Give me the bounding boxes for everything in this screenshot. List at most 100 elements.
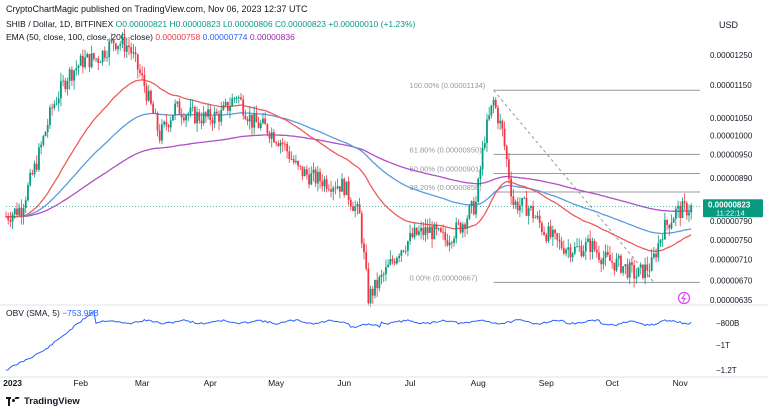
candle-body xyxy=(191,107,194,108)
candle-body xyxy=(31,172,34,175)
candle-body xyxy=(259,123,262,129)
candle-body xyxy=(198,112,201,121)
candle-body xyxy=(284,143,286,145)
candle-body xyxy=(11,214,14,222)
candle-body xyxy=(44,131,47,137)
candle-body xyxy=(103,50,106,58)
candle-body xyxy=(652,253,655,258)
candle-body xyxy=(327,188,330,190)
candle-body xyxy=(459,222,462,233)
candle-body xyxy=(180,114,183,118)
candle-body xyxy=(84,57,86,68)
candle-body xyxy=(57,98,60,104)
ema100-value: 0.00000774 xyxy=(202,32,248,42)
last-price-badge xyxy=(703,199,763,218)
candle-body xyxy=(633,265,636,279)
candle-body xyxy=(172,114,174,121)
candle-body xyxy=(470,201,473,207)
candle-body xyxy=(521,197,524,206)
candle-body xyxy=(668,224,671,229)
candle-body xyxy=(242,99,245,116)
candle-body xyxy=(490,105,493,116)
candle-body xyxy=(415,227,418,235)
candle-body xyxy=(349,199,352,207)
candle-body xyxy=(294,161,297,163)
currency-label[interactable]: USD xyxy=(718,20,738,30)
candle-body xyxy=(211,120,214,124)
candle-body xyxy=(209,109,212,121)
candle-body xyxy=(404,250,407,252)
candle-body xyxy=(376,279,379,289)
candle-body xyxy=(356,204,359,207)
candle-body xyxy=(185,115,187,121)
candle-body xyxy=(620,255,622,273)
candle-body xyxy=(519,205,521,211)
candle-body xyxy=(275,142,278,144)
candle-body xyxy=(268,133,271,139)
x-tick-label: Nov xyxy=(673,378,689,388)
candle-body xyxy=(371,288,374,296)
candle-body xyxy=(622,266,625,273)
candle-body xyxy=(145,86,148,101)
candle-body xyxy=(255,113,258,123)
candle-body xyxy=(422,227,425,236)
candle-body xyxy=(679,205,682,218)
candle-body xyxy=(62,80,65,82)
candle-body xyxy=(624,264,627,267)
candle-body xyxy=(613,262,616,271)
candle-body xyxy=(497,107,499,124)
candle-body xyxy=(20,207,23,216)
fib-level-label: 38.20% (0.00000856) xyxy=(410,183,483,192)
candle-body xyxy=(683,201,686,204)
candle-body xyxy=(536,215,539,218)
candle-body xyxy=(573,246,576,254)
candle-body xyxy=(369,288,372,304)
tradingview-brand[interactable]: TradingView xyxy=(6,396,80,407)
candle-body xyxy=(389,259,392,265)
candle-body xyxy=(281,142,284,144)
candle-body xyxy=(46,124,49,132)
candle-body xyxy=(42,136,45,145)
candle-body xyxy=(220,110,223,122)
candle-body xyxy=(565,249,567,254)
alert-bolt-icon xyxy=(677,291,691,305)
brand-name: TradingView xyxy=(24,396,80,407)
candle-body xyxy=(330,189,332,192)
x-tick-label: Apr xyxy=(204,378,217,388)
candle-body xyxy=(609,254,611,262)
symbol-row: SHIB / Dollar, 1D, BITFINEX O0.00000821 … xyxy=(6,18,415,31)
ohlc-close: C0.00000823 xyxy=(274,19,326,29)
candle-body xyxy=(167,125,170,128)
obv-value: −753.95B xyxy=(62,308,99,318)
fib-level-label: 0.00% (0.00000667) xyxy=(410,273,478,282)
candle-body xyxy=(154,113,157,114)
candle-body xyxy=(455,222,458,239)
candle-body xyxy=(196,112,198,124)
candle-body xyxy=(215,111,218,114)
candle-body xyxy=(301,166,304,177)
ema200-line xyxy=(6,134,692,218)
candle-body xyxy=(24,200,27,209)
candle-body xyxy=(360,213,363,244)
candle-body xyxy=(431,226,433,240)
candle-body xyxy=(444,232,447,241)
candle-body xyxy=(688,212,690,216)
candle-body xyxy=(562,248,565,254)
candle-body xyxy=(286,143,289,152)
candle-body xyxy=(457,222,460,224)
candle-body xyxy=(95,58,97,60)
candle-body xyxy=(631,262,633,266)
candle-body xyxy=(433,224,436,240)
candle-body xyxy=(580,245,583,257)
candle-body xyxy=(402,250,405,252)
candle-body xyxy=(86,54,89,58)
symbol-label: SHIB / Dollar, 1D, BITFINEX xyxy=(6,19,114,29)
candle-body xyxy=(400,250,403,256)
candle-body xyxy=(505,146,508,160)
fib-level-label: 50.00% (0.00000901) xyxy=(410,164,483,173)
candle-body xyxy=(204,112,207,117)
y-tick-label: 0.00000635 xyxy=(710,296,753,305)
candle-body xyxy=(600,259,603,265)
candle-body xyxy=(584,241,587,252)
